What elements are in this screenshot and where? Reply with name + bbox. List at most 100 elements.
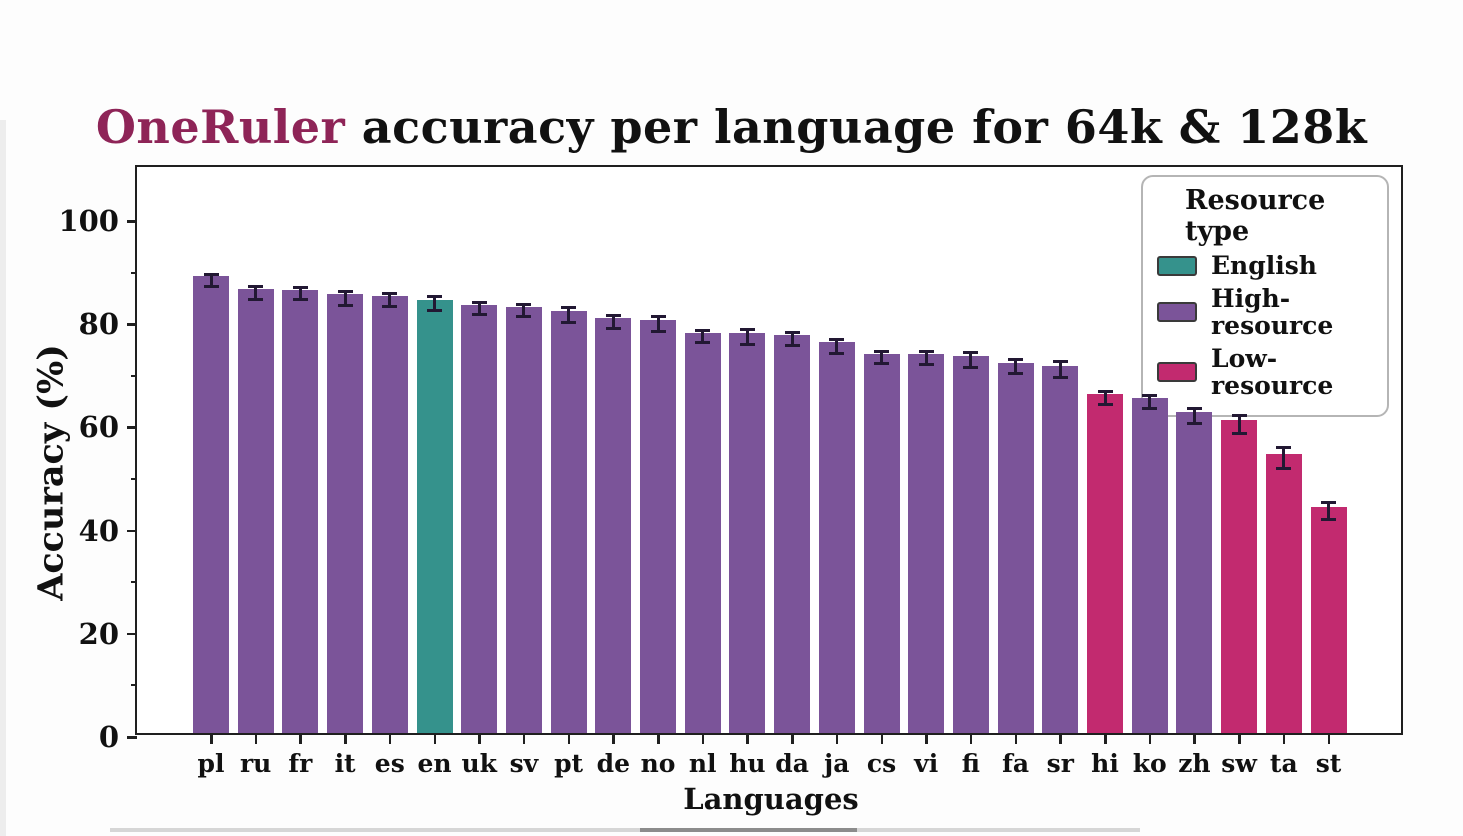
x-tick-label-da: da [775, 749, 809, 778]
y-tick-label: 40 [78, 513, 119, 548]
error-bar-cap [516, 315, 532, 319]
error-bar-pl [209, 274, 213, 287]
error-bar-zh [1192, 408, 1196, 424]
error-bar-cap [248, 298, 264, 302]
error-bar-ta [1282, 447, 1286, 469]
x-tick-label-st: st [1315, 749, 1342, 778]
plot-area: Accuracy (%) Languages Resource type Eng… [31, 165, 1403, 816]
x-tick-label-fa: fa [1002, 749, 1030, 778]
x-tick-label-zh: zh [1178, 749, 1211, 778]
error-bar-cap [203, 285, 219, 289]
x-tick-label-ta: ta [1269, 749, 1298, 778]
bar-sr [1042, 365, 1079, 733]
x-tick [210, 735, 213, 744]
x-tick-label-sv: sv [509, 749, 539, 778]
x-tick [522, 735, 526, 744]
y-tick-label: 80 [78, 307, 119, 342]
x-tick-label-ru: ru [240, 749, 272, 778]
x-tick-label-sr: sr [1046, 749, 1074, 778]
error-bar-fa [1014, 359, 1018, 374]
error-bar-hu [745, 329, 749, 345]
x-tick-label-no: no [640, 749, 676, 778]
x-tick [925, 735, 928, 744]
x-tick [880, 735, 883, 744]
x-tick [835, 735, 839, 744]
x-tick-label-ja: ja [824, 749, 850, 778]
error-bar-cap [1052, 360, 1068, 364]
error-bar-ko [1148, 395, 1152, 409]
y-tick-label: 100 [58, 204, 119, 238]
bar-uk [461, 304, 498, 733]
legend-title: Resource type [1185, 185, 1326, 247]
error-bar-st [1327, 502, 1330, 520]
y-minor-tick [131, 478, 137, 480]
x-tick-label-vi: vi [914, 749, 939, 778]
left-edge-artifact [0, 120, 6, 836]
error-bar-cap [427, 309, 442, 313]
error-bar-cap [1097, 403, 1113, 407]
error-bar-cap [427, 294, 442, 298]
error-bar-cap [650, 315, 666, 319]
x-tick [433, 735, 436, 744]
error-bar-cap [1321, 500, 1336, 504]
y-minor-tick [131, 581, 137, 584]
x-tick [969, 735, 973, 744]
x-tick-label-cs: cs [866, 749, 897, 778]
error-bar-cap [203, 272, 219, 276]
error-bar-cap [784, 331, 800, 335]
error-bar-cap [784, 343, 800, 347]
error-bar-cap [1142, 407, 1158, 411]
error-bar-cap [1097, 389, 1113, 393]
x-tick-label-uk: uk [461, 749, 497, 778]
legend: Resource type English High-resource Low-re… [1141, 175, 1389, 417]
x-tick [254, 735, 258, 744]
bar-it [327, 294, 364, 733]
x-tick-label-es: es [374, 749, 405, 778]
error-bar-cs [880, 351, 883, 364]
error-bar-cap [1276, 466, 1292, 470]
error-bar-cap [739, 328, 755, 332]
x-tick-label-ko: ko [1132, 749, 1167, 778]
error-bar-cap [382, 304, 398, 308]
error-bar-cap [605, 326, 621, 330]
y-tick [127, 323, 137, 326]
error-bar-cap [874, 350, 889, 354]
bar-cs [863, 353, 900, 733]
x-tick [1014, 735, 1018, 744]
x-tick-label-hi: hi [1091, 749, 1119, 778]
y-tick [127, 220, 137, 223]
y-tick [127, 736, 137, 739]
legend-swatch-english [1157, 255, 1197, 276]
error-bar-sv [522, 304, 526, 317]
y-tick-label: 20 [78, 616, 119, 651]
bar-st [1310, 507, 1347, 733]
error-bar-sr [1058, 361, 1062, 378]
bar-pt [550, 310, 587, 733]
legend-row: Low-resource [1157, 343, 1375, 400]
error-bar-cap [1321, 518, 1336, 522]
y-minor-tick [131, 271, 137, 274]
bar-zh [1176, 412, 1213, 733]
bar-ko [1131, 398, 1168, 733]
x-tick [299, 735, 302, 744]
error-bar-cap [1231, 414, 1247, 418]
error-bar-en [433, 296, 436, 311]
error-bar-cap [695, 328, 711, 332]
bar-vi [908, 353, 945, 733]
bar-ru [237, 289, 274, 733]
legend-label: Low-resource [1211, 343, 1334, 400]
x-tick-label-fr: fr [288, 749, 313, 778]
x-tick [1327, 735, 1330, 744]
x-tick [1282, 735, 1286, 744]
x-tick [1193, 735, 1196, 744]
bar-sv [505, 306, 542, 733]
y-tick [127, 632, 137, 636]
legend-swatch-high-resource [1157, 302, 1197, 322]
error-bar-cap [874, 362, 889, 366]
x-tick [567, 735, 571, 744]
error-bar-de [611, 315, 615, 329]
video-scrubber-track[interactable] [110, 828, 1140, 832]
x-tick-label-sw: sw [1221, 749, 1257, 778]
bar-pl [193, 276, 229, 733]
video-scrubber-progress[interactable] [640, 828, 857, 832]
